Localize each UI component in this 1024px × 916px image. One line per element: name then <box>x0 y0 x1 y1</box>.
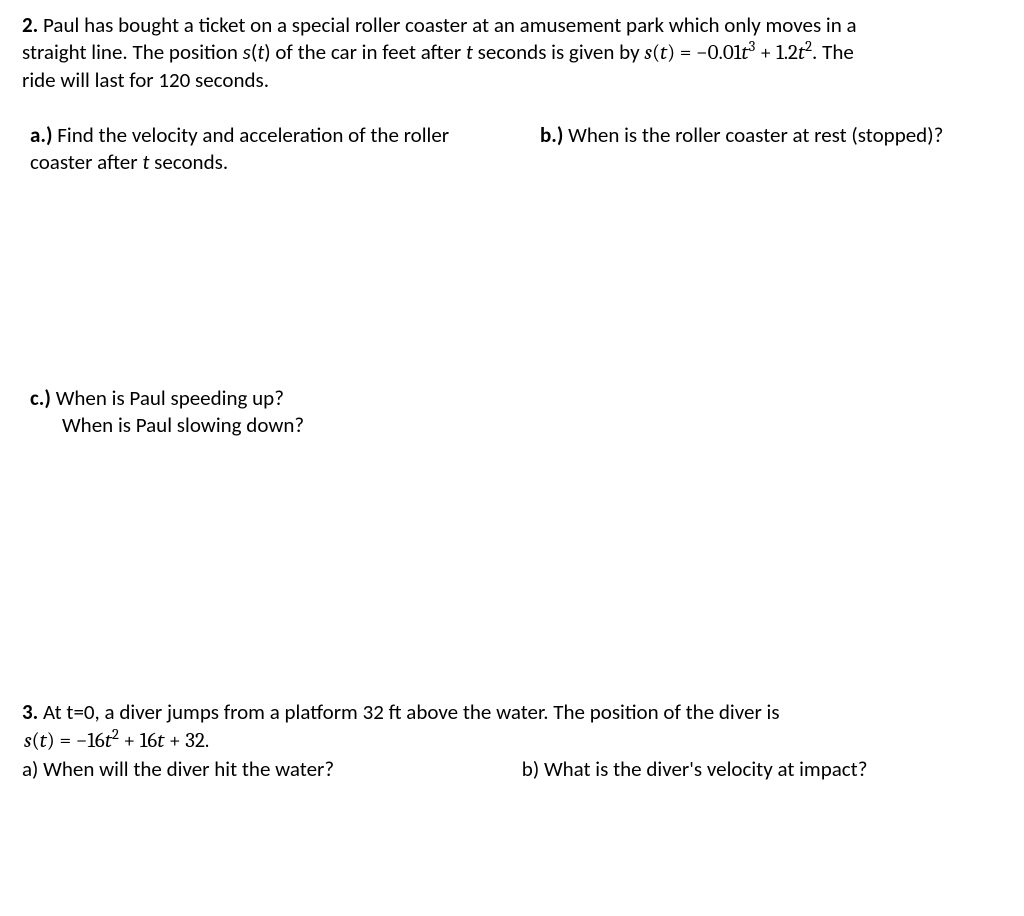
problem-3-parts: a) When will the diver hit the water? b)… <box>22 756 1002 784</box>
p2-intro-s: s <box>243 39 251 65</box>
p2b-text: When is the roller coaster at rest (stop… <box>563 122 943 148</box>
worksheet-page: 2. Paul has bought a ticket on a special… <box>0 0 1024 783</box>
problem-2-intro: 2. Paul has bought a ticket on a special… <box>22 12 1002 94</box>
p2c-l1: When is Paul speeding up? <box>51 385 284 411</box>
p2b-label: b.) <box>540 122 563 148</box>
problem-3-part-b: b) What is the diver's velocity at impac… <box>522 756 1002 784</box>
problem-3-equation: s(t) = −16t2 + 16t + 32. <box>22 727 1002 756</box>
problem-2-parts-ab: a.) Find the velocity and acceleration o… <box>22 122 1002 176</box>
workspace-c <box>22 439 1002 699</box>
p3-eq-open: ( <box>32 729 40 753</box>
problem-2-intro-line1: Paul has bought a ticket on a special ro… <box>38 12 856 38</box>
p2-intro-l2c: seconds is given by <box>473 39 644 65</box>
problem-2-part-a: a.) Find the velocity and acceleration o… <box>30 122 516 176</box>
problem-3-intro: 3. At t=0, a diver jumps from a platform… <box>22 699 1002 727</box>
workspace-ab <box>22 175 1002 385</box>
p2c-label: c.) <box>30 385 51 411</box>
p2-intro-l3: ride will last for 120 seconds. <box>22 67 269 93</box>
p2-eq-s: s <box>644 41 652 65</box>
p3-intro-l1: At t=0, a diver jumps from a platform 32… <box>38 699 779 725</box>
p3-eq-rest: + 16 <box>119 729 157 753</box>
problem-2-part-b: b.) When is the roller coaster at rest (… <box>540 122 1024 149</box>
problem-3-part-a: a) When will the diver hit the water? <box>22 756 522 784</box>
problem-2-number: 2. <box>22 12 38 38</box>
p2-intro-t2: t <box>466 39 473 65</box>
p2a-l1: Find the velocity and acceleration of th… <box>53 122 450 148</box>
p2a-l2a: coaster after <box>30 149 142 175</box>
p2-eq-close: ) = −0.01 <box>667 41 741 65</box>
p3-eq-t: t <box>40 729 47 753</box>
p2-intro-l2b: ) of the car in feet after <box>264 39 466 65</box>
p2a-label: a.) <box>30 122 53 148</box>
p3-eq-sup2: 2 <box>112 726 119 743</box>
problem-2-part-c: c.) When is Paul speeding up? When is Pa… <box>22 385 1002 439</box>
p3-eq-s: s <box>24 729 32 753</box>
p2-eq-sup2: 2 <box>805 38 812 55</box>
p2-intro-l2end: . The <box>812 39 854 65</box>
p2a-l2b: seconds. <box>149 149 228 175</box>
p2-intro-l2a: straight line. The position <box>22 39 243 65</box>
p2c-l2: When is Paul slowing down? <box>30 412 1002 439</box>
problem-3-number: 3. <box>22 699 38 725</box>
p3-eq-end: + 32. <box>164 729 209 753</box>
p3-eq-body: ) = −16 <box>47 729 105 753</box>
p3-eq-t2: t <box>105 729 112 753</box>
p2-eq-open: ( <box>652 41 660 65</box>
p2-eq-plus: + 1.2 <box>755 41 798 65</box>
